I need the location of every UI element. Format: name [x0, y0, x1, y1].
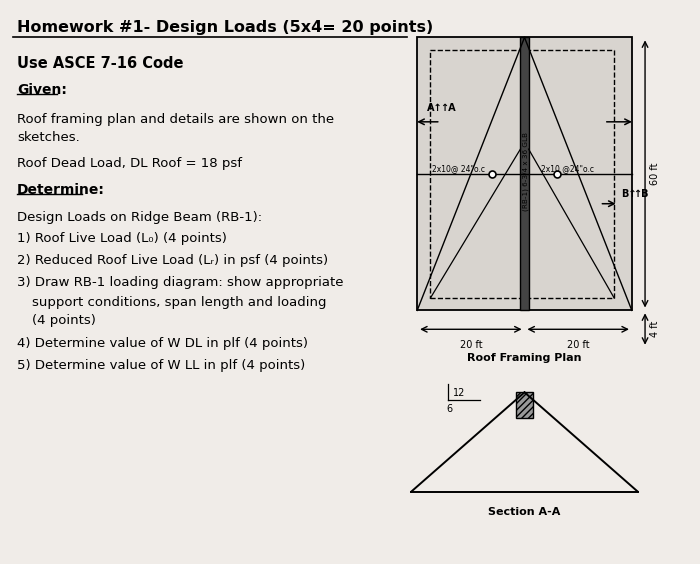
Text: 6: 6 — [447, 404, 453, 413]
Text: 3) Draw RB-1 loading diagram: show appropriate: 3) Draw RB-1 loading diagram: show appro… — [17, 276, 343, 289]
Text: support conditions, span length and loading: support conditions, span length and load… — [32, 296, 326, 309]
Text: Determine:: Determine: — [17, 183, 105, 197]
Text: (RB-1) 6-3/4 x 36 GLB: (RB-1) 6-3/4 x 36 GLB — [523, 132, 529, 211]
Text: 12: 12 — [452, 388, 465, 398]
Text: 60 ft: 60 ft — [650, 162, 660, 185]
Text: Roof framing plan and details are shown on the: Roof framing plan and details are shown … — [17, 113, 334, 126]
Text: 20 ft: 20 ft — [567, 340, 589, 350]
Text: sketches.: sketches. — [17, 131, 80, 144]
Text: Use ASCE 7-16 Code: Use ASCE 7-16 Code — [17, 56, 183, 72]
Text: 2x10 @24"o.c: 2x10 @24"o.c — [540, 165, 594, 174]
Text: ↑B: ↑B — [634, 189, 649, 199]
Polygon shape — [520, 37, 528, 310]
Text: ↑A: ↑A — [440, 103, 456, 113]
Text: (4 points): (4 points) — [32, 314, 95, 327]
Text: 4) Determine value of W DL in plf (4 points): 4) Determine value of W DL in plf (4 poi… — [17, 337, 308, 350]
Text: 2) Reduced Roof Live Load (Lᵣ) in psf (4 points): 2) Reduced Roof Live Load (Lᵣ) in psf (4… — [17, 254, 328, 267]
Text: B↑: B↑ — [622, 189, 637, 199]
Text: 1) Roof Live Load (L₀) (4 points): 1) Roof Live Load (L₀) (4 points) — [17, 232, 227, 245]
Polygon shape — [417, 37, 632, 310]
Polygon shape — [517, 393, 533, 418]
Text: Homework #1- Design Loads (5x4= 20 points): Homework #1- Design Loads (5x4= 20 point… — [17, 20, 433, 35]
Text: 2x10@ 24"o.c: 2x10@ 24"o.c — [432, 165, 485, 174]
Text: Section A-A: Section A-A — [489, 508, 561, 517]
Text: Design Loads on Ridge Beam (RB-1):: Design Loads on Ridge Beam (RB-1): — [17, 212, 262, 224]
Text: Roof Framing Plan: Roof Framing Plan — [468, 352, 582, 363]
Text: 20 ft: 20 ft — [459, 340, 482, 350]
Text: 5) Determine value of W LL in plf (4 points): 5) Determine value of W LL in plf (4 poi… — [17, 359, 305, 372]
Text: A↑: A↑ — [427, 103, 442, 113]
Text: Given:: Given: — [17, 83, 66, 98]
Text: 4 ft: 4 ft — [650, 321, 660, 337]
Text: Roof Dead Load, DL Roof = 18 psf: Roof Dead Load, DL Roof = 18 psf — [17, 157, 241, 170]
